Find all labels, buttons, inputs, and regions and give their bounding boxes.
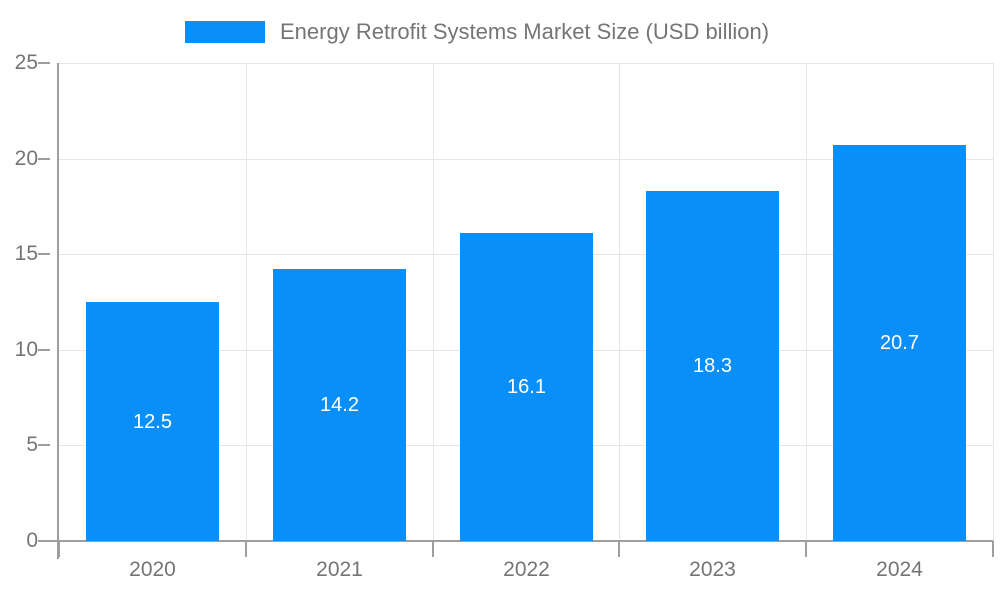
gridline-vertical	[993, 63, 994, 541]
x-axis-tick-label: 2020	[129, 558, 176, 581]
y-axis-tick	[38, 158, 50, 160]
gridline-horizontal	[59, 63, 993, 64]
gridline-vertical	[246, 63, 247, 541]
bar-2024	[833, 145, 966, 541]
y-axis-tick	[38, 253, 50, 255]
bar-2023	[646, 191, 779, 541]
bar-value-label: 12.5	[133, 411, 172, 433]
y-axis-tick-label: 20	[14, 147, 38, 170]
gridline-vertical	[806, 63, 807, 541]
y-axis-tick	[38, 349, 50, 351]
y-axis-tick	[38, 62, 50, 64]
chart-title: Energy Retrofit Systems Market Size (USD…	[280, 19, 770, 44]
bar-value-label: 16.1	[507, 376, 546, 398]
x-axis-tick	[618, 541, 620, 557]
x-axis-tick-label: 2021	[316, 558, 363, 581]
y-axis-tick-label: 25	[14, 51, 38, 74]
bar-value-label: 18.3	[693, 355, 732, 377]
gridline-vertical	[433, 63, 434, 541]
x-axis-tick	[58, 541, 60, 557]
bar-value-label: 20.7	[880, 332, 919, 354]
legend-swatch	[185, 21, 265, 43]
y-axis-line	[57, 63, 59, 559]
x-axis-tick	[805, 541, 807, 557]
y-axis-tick-label: 0	[26, 529, 38, 552]
bar-2021	[273, 269, 406, 541]
x-axis-tick	[432, 541, 434, 557]
bar-value-label: 14.2	[320, 394, 359, 416]
y-axis-tick-label: 5	[26, 433, 38, 456]
y-axis-tick-label: 10	[14, 338, 38, 361]
bar-2020	[86, 302, 219, 541]
x-axis-line	[38, 540, 993, 542]
chart-legend: Energy Retrofit Systems Market Size (USD…	[185, 19, 770, 44]
y-axis-tick-label: 15	[14, 242, 38, 265]
x-axis-tick	[245, 541, 247, 557]
x-axis-tick	[992, 541, 994, 557]
x-axis-tick-label: 2024	[876, 558, 923, 581]
bar-2022	[460, 233, 593, 541]
y-axis-tick	[38, 444, 50, 446]
x-axis-tick-label: 2022	[503, 558, 550, 581]
gridline-horizontal	[59, 159, 993, 160]
x-axis-tick-label: 2023	[689, 558, 736, 581]
gridline-vertical	[619, 63, 620, 541]
